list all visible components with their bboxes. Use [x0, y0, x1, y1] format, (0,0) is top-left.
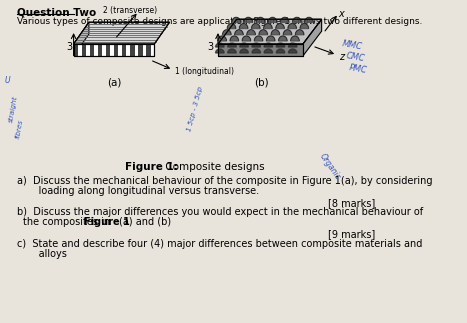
Text: Composite designs: Composite designs — [162, 162, 265, 172]
Bar — [74, 44, 78, 56]
Polygon shape — [289, 43, 297, 47]
Polygon shape — [264, 43, 273, 47]
Bar — [114, 44, 118, 56]
Text: (a) and (b): (a) and (b) — [119, 216, 171, 226]
Polygon shape — [218, 36, 226, 41]
Polygon shape — [267, 36, 275, 41]
Polygon shape — [264, 24, 272, 28]
Polygon shape — [264, 49, 273, 53]
Polygon shape — [259, 30, 268, 35]
Polygon shape — [293, 17, 301, 22]
Text: Figure 1:: Figure 1: — [125, 162, 177, 172]
Polygon shape — [279, 36, 287, 41]
Polygon shape — [227, 24, 236, 28]
Polygon shape — [291, 36, 299, 41]
Polygon shape — [289, 49, 297, 53]
Text: 3: 3 — [67, 42, 73, 52]
Polygon shape — [218, 19, 322, 44]
Polygon shape — [74, 22, 89, 56]
Text: 2 (transverse): 2 (transverse) — [103, 6, 157, 16]
Text: fibres: fibres — [15, 118, 24, 139]
Polygon shape — [256, 17, 265, 22]
Text: Question Two: Question Two — [17, 7, 96, 17]
Polygon shape — [232, 17, 241, 22]
Text: [9 marks]: [9 marks] — [328, 229, 375, 239]
Polygon shape — [276, 43, 285, 47]
Polygon shape — [252, 49, 261, 53]
Text: loading along longitudinal versus transverse.: loading along longitudinal versus transv… — [23, 186, 260, 196]
Text: straight: straight — [8, 96, 19, 123]
Bar — [146, 44, 151, 56]
Polygon shape — [244, 17, 253, 22]
Polygon shape — [228, 49, 236, 53]
Polygon shape — [283, 30, 292, 35]
Text: alloys: alloys — [23, 249, 67, 259]
Polygon shape — [242, 36, 251, 41]
Polygon shape — [303, 19, 322, 56]
Polygon shape — [305, 17, 313, 22]
Polygon shape — [271, 30, 280, 35]
Polygon shape — [230, 36, 239, 41]
Polygon shape — [223, 30, 231, 35]
Polygon shape — [281, 17, 289, 22]
Text: CMC: CMC — [346, 51, 366, 63]
Polygon shape — [228, 43, 236, 47]
Text: U: U — [5, 76, 10, 85]
Polygon shape — [300, 24, 309, 28]
Text: a)  Discuss the mechanical behaviour of the composite in Figure 1(a), by conside: a) Discuss the mechanical behaviour of t… — [17, 176, 432, 186]
Text: b)  Discuss the major differences you would expect in the mechanical behaviour o: b) Discuss the major differences you wou… — [17, 207, 423, 217]
Text: the composites in: the composites in — [23, 216, 114, 226]
Text: 1 5cp - 3 5cp: 1 5cp - 3 5cp — [187, 86, 205, 132]
Polygon shape — [216, 43, 224, 47]
Text: Various types of composite designs are application. Figure 1 shows two different: Various types of composite designs are a… — [17, 17, 422, 26]
Bar — [106, 44, 110, 56]
Polygon shape — [74, 44, 154, 56]
Text: z: z — [339, 52, 344, 62]
Bar — [122, 44, 127, 56]
Text: (b): (b) — [254, 78, 269, 88]
Text: 3: 3 — [208, 42, 214, 52]
Polygon shape — [240, 43, 248, 47]
Polygon shape — [252, 24, 260, 28]
Bar — [138, 44, 142, 56]
Polygon shape — [252, 43, 261, 47]
Text: MMC: MMC — [341, 39, 363, 51]
Polygon shape — [74, 22, 170, 44]
Text: x: x — [339, 9, 344, 19]
Polygon shape — [240, 24, 248, 28]
Polygon shape — [288, 24, 297, 28]
Bar — [130, 44, 134, 56]
Text: c)  State and describe four (4) major differences between composite materials an: c) State and describe four (4) major dif… — [17, 239, 422, 249]
Polygon shape — [240, 49, 248, 53]
Polygon shape — [235, 30, 243, 35]
Polygon shape — [269, 17, 277, 22]
Text: PMC: PMC — [348, 63, 368, 75]
Text: Figure 1: Figure 1 — [84, 216, 129, 226]
Text: (a): (a) — [107, 78, 121, 88]
Polygon shape — [218, 44, 303, 56]
Bar — [90, 44, 94, 56]
Polygon shape — [296, 30, 304, 35]
Bar — [82, 44, 86, 56]
Polygon shape — [247, 30, 255, 35]
Polygon shape — [255, 36, 263, 41]
Polygon shape — [276, 49, 285, 53]
Polygon shape — [216, 49, 224, 53]
Text: 1 (longitudinal): 1 (longitudinal) — [175, 67, 234, 76]
Bar — [98, 44, 102, 56]
Text: Organic: Organic — [318, 152, 342, 182]
Polygon shape — [276, 24, 284, 28]
Text: [8 marks]: [8 marks] — [328, 198, 375, 208]
